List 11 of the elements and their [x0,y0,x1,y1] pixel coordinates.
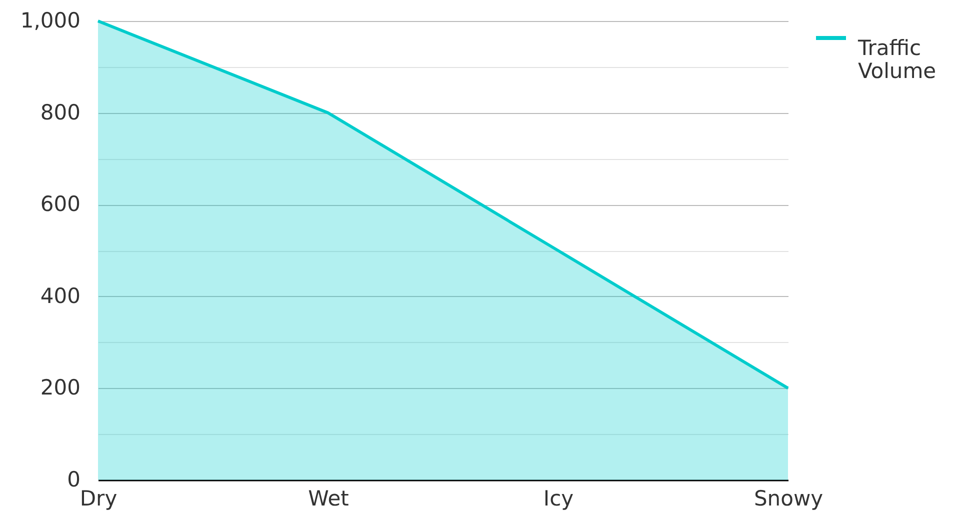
legend-label: Traffic Volume [857,36,936,83]
y-tick-label: 600 [40,192,80,216]
y-tick-label: 200 [40,376,80,400]
x-tick-label: Icy [543,486,574,510]
y-tick-label: 1,000 [20,8,80,32]
y-tick-label: 800 [40,100,80,124]
x-tick-label: Wet [308,486,349,510]
y-tick-label: 0 [67,468,80,492]
x-tick-label: Snowy [754,486,824,510]
x-tick-label: Dry [80,486,118,510]
y-tick-label: 400 [40,284,80,308]
